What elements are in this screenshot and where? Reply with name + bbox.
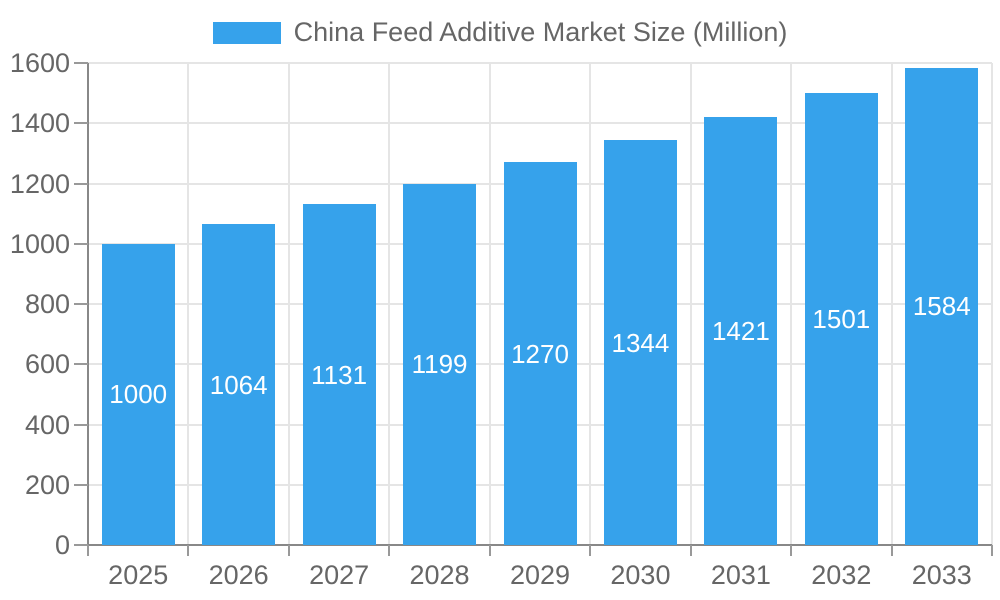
bar-value-label: 1501 <box>812 303 871 334</box>
bar[interactable] <box>403 183 477 545</box>
x-axis-tick-label: 2029 <box>509 560 571 590</box>
gridline-vertical <box>187 63 190 545</box>
gridline-vertical <box>689 63 692 545</box>
x-axis-tick-label: 2026 <box>208 560 269 590</box>
x-axis-tick <box>87 545 89 556</box>
y-axis-tick-label: 800 <box>24 289 70 319</box>
bar-value-label: 1584 <box>912 291 971 322</box>
x-axis-line <box>88 544 992 546</box>
x-axis-tick-label: 2025 <box>108 560 169 590</box>
y-axis-tick-label: 0 <box>54 530 70 560</box>
y-axis-tick <box>74 182 88 185</box>
plot-area: 1000 1064 1131 1199 1270 1344 1421 1501 1584 <box>87 62 993 546</box>
bar[interactable] <box>503 162 577 545</box>
y-axis-tick <box>74 363 88 366</box>
y-axis-tick <box>74 544 88 546</box>
gridline-vertical <box>488 63 491 545</box>
bar-value-label: 1344 <box>611 327 670 358</box>
y-axis-tick-label: 200 <box>24 469 70 500</box>
legend-item[interactable]: China Feed Additive Market Size (Million… <box>0 19 1000 46</box>
y-axis-tick-label: 1600 <box>9 48 70 78</box>
bar-value-label: 1000 <box>109 379 168 410</box>
x-axis-tick-label: 2030 <box>610 560 671 590</box>
y-axis-tick-label: 1400 <box>9 108 70 139</box>
y-axis-tick <box>74 483 88 486</box>
x-axis-tick-label: 2032 <box>811 560 872 590</box>
bar-value-label: 1421 <box>711 315 770 346</box>
x-axis-tick-label: 2027 <box>309 560 370 590</box>
y-axis-tick <box>74 423 88 426</box>
gridline-vertical <box>991 63 993 545</box>
gridline-vertical <box>890 63 893 545</box>
x-axis-tick <box>991 545 993 556</box>
bar-value-label: 1199 <box>411 349 468 380</box>
y-axis-tick-label: 600 <box>24 349 70 380</box>
gridline-horizontal <box>88 122 992 125</box>
x-axis-tick <box>890 545 893 556</box>
bar-value-label: 1064 <box>209 369 268 400</box>
x-axis-tick <box>689 545 692 556</box>
y-axis-tick <box>74 122 88 125</box>
x-axis-tick-label: 2028 <box>409 560 470 590</box>
x-axis-tick <box>790 545 793 556</box>
legend-label: China Feed Additive Market Size (Million… <box>293 17 788 47</box>
bar[interactable] <box>905 67 979 545</box>
bar-value-label: 1270 <box>511 338 569 369</box>
x-axis-tick-label: 2031 <box>710 560 771 590</box>
bar[interactable] <box>101 243 175 545</box>
y-axis-tick <box>74 242 88 245</box>
x-axis-tick <box>488 545 491 556</box>
bar[interactable] <box>603 140 677 545</box>
y-axis-tick-label: 1000 <box>9 228 70 259</box>
x-axis-tick <box>388 545 391 556</box>
bar[interactable] <box>704 116 778 545</box>
bar[interactable] <box>302 204 376 545</box>
bar[interactable] <box>804 92 878 545</box>
legend-swatch <box>212 21 281 44</box>
y-axis-tick <box>74 303 88 305</box>
gridline-horizontal <box>88 62 992 64</box>
gridline-vertical <box>388 63 391 545</box>
y-axis-tick-label: 400 <box>24 409 70 440</box>
gridline-vertical <box>589 63 592 545</box>
bar-value-label: 1131 <box>311 359 368 390</box>
x-axis-tick-label: 2033 <box>911 560 972 590</box>
y-axis-tick-label: 1200 <box>9 168 70 199</box>
x-axis-tick <box>287 545 290 556</box>
y-axis-tick <box>74 62 88 64</box>
bar[interactable] <box>202 224 276 545</box>
x-axis-tick <box>589 545 592 556</box>
gridline-vertical <box>287 63 290 545</box>
y-axis-line <box>87 63 89 545</box>
x-axis-tick <box>187 545 190 556</box>
gridline-vertical <box>790 63 793 545</box>
